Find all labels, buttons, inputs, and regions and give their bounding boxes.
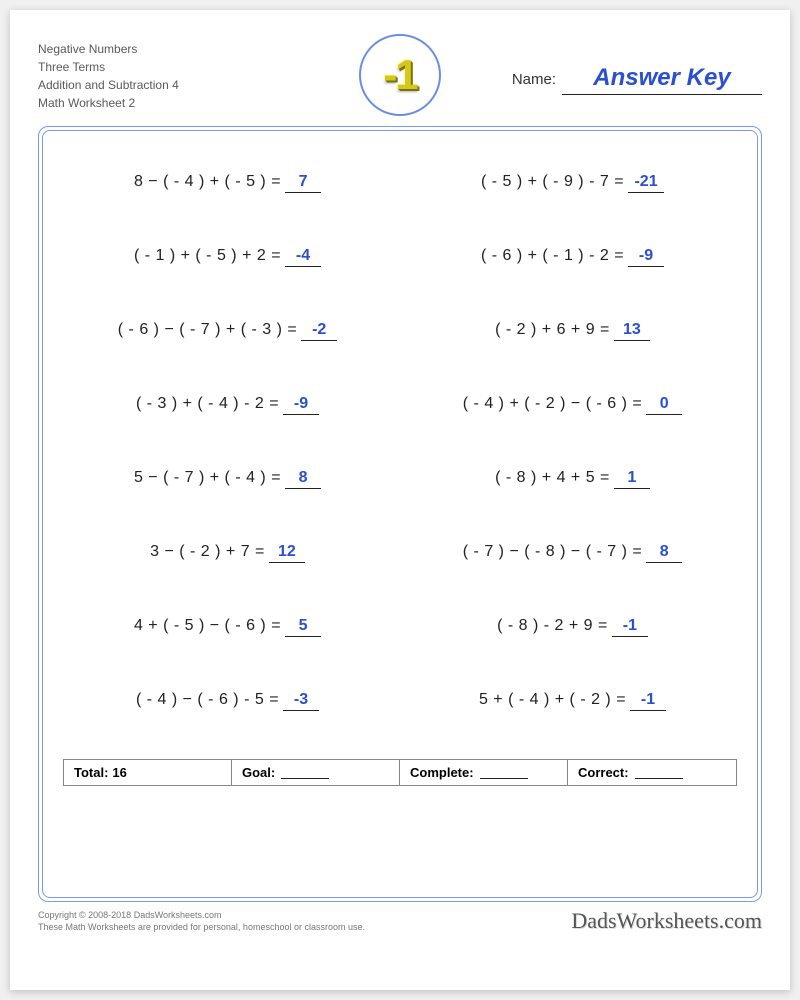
problem-expression: 3 − ( - 2 ) + 7 = [150, 543, 265, 561]
summary-correct: Correct: [568, 760, 736, 785]
total-value: 16 [112, 765, 126, 780]
correct-label: Correct: [578, 765, 629, 780]
problem-expression: ( - 8 ) - 2 + 9 = [497, 617, 608, 635]
problem-answer: 8 [285, 469, 321, 489]
problem-14: ( - 8 ) - 2 + 9 =-1 [420, 617, 725, 637]
problem-expression: ( - 3 ) + ( - 4 ) - 2 = [136, 395, 279, 413]
problem-7: ( - 3 ) + ( - 4 ) - 2 =-9 [75, 395, 380, 415]
footer-left: Copyright © 2008-2018 DadsWorksheets.com… [38, 909, 365, 934]
problem-expression: ( - 2 ) + 6 + 9 = [495, 321, 610, 339]
problem-12: ( - 7 ) − ( - 8 ) − ( - 7 ) =8 [420, 543, 725, 563]
problem-answer: -4 [285, 247, 321, 267]
problem-expression: ( - 1 ) + ( - 5 ) + 2 = [134, 247, 281, 265]
content-frame-inner: 8 − ( - 4 ) + ( - 5 ) =7 ( - 5 ) + ( - 9 … [42, 130, 758, 898]
problem-expression: 5 − ( - 7 ) + ( - 4 ) = [134, 469, 281, 487]
problem-answer: 1 [614, 469, 650, 489]
problem-answer: -1 [630, 691, 666, 711]
problem-3: ( - 1 ) + ( - 5 ) + 2 =-4 [75, 247, 380, 267]
problem-expression: 4 + ( - 5 ) − ( - 6 ) = [134, 617, 281, 635]
header: Negative Numbers Three Terms Addition an… [38, 40, 762, 130]
problem-expression: 8 − ( - 4 ) + ( - 5 ) = [134, 173, 281, 191]
summary-row: Total: 16 Goal: Complete: Correct: [63, 759, 737, 786]
problem-8: ( - 4 ) + ( - 2 ) − ( - 6 ) =0 [420, 395, 725, 415]
problem-expression: ( - 5 ) + ( - 9 ) - 7 = [481, 173, 624, 191]
problem-11: 3 − ( - 2 ) + 7 =12 [75, 543, 380, 563]
problem-1: 8 − ( - 4 ) + ( - 5 ) =7 [75, 173, 380, 193]
problem-answer: 7 [285, 173, 321, 193]
name-field: Answer Key [562, 64, 762, 95]
correct-blank [635, 767, 683, 779]
brand-logo: DadsWorksheets.com [571, 908, 762, 934]
problem-expression: ( - 4 ) + ( - 2 ) − ( - 6 ) = [463, 395, 642, 413]
problem-16: 5 + ( - 4 ) + ( - 2 ) =-1 [420, 691, 725, 711]
badge: -1 [359, 34, 441, 116]
copyright: Copyright © 2008-2018 DadsWorksheets.com [38, 909, 365, 922]
summary-total: Total: 16 [64, 760, 232, 785]
content-frame-outer: 8 − ( - 4 ) + ( - 5 ) =7 ( - 5 ) + ( - 9 … [38, 126, 762, 902]
summary-complete: Complete: [400, 760, 568, 785]
problem-expression: ( - 6 ) − ( - 7 ) + ( - 3 ) = [118, 321, 297, 339]
problem-answer: 5 [285, 617, 321, 637]
problem-expression: ( - 4 ) − ( - 6 ) - 5 = [136, 691, 279, 709]
problem-6: ( - 2 ) + 6 + 9 =13 [420, 321, 725, 341]
problem-expression: 5 + ( - 4 ) + ( - 2 ) = [479, 691, 626, 709]
badge-circle: -1 [359, 34, 441, 116]
disclaimer: These Math Worksheets are provided for p… [38, 921, 365, 934]
title-line-4: Math Worksheet 2 [38, 94, 258, 112]
problem-expression: ( - 8 ) + 4 + 5 = [495, 469, 610, 487]
title-block: Negative Numbers Three Terms Addition an… [38, 40, 258, 112]
title-line-1: Negative Numbers [38, 40, 258, 58]
problem-answer: -21 [628, 173, 664, 193]
problem-answer: 12 [269, 543, 305, 563]
goal-label: Goal: [242, 765, 275, 780]
name-block: Name: Answer Key [258, 40, 762, 95]
problem-15: ( - 4 ) − ( - 6 ) - 5 =-3 [75, 691, 380, 711]
title-line-2: Three Terms [38, 58, 258, 76]
problem-answer: -2 [301, 321, 337, 341]
goal-blank [281, 767, 329, 779]
problem-answer: 13 [614, 321, 650, 341]
title-line-3: Addition and Subtraction 4 [38, 76, 258, 94]
problems-grid: 8 − ( - 4 ) + ( - 5 ) =7 ( - 5 ) + ( - 9 … [63, 173, 737, 711]
problem-9: 5 − ( - 7 ) + ( - 4 ) =8 [75, 469, 380, 489]
problem-expression: ( - 6 ) + ( - 1 ) - 2 = [481, 247, 624, 265]
problem-answer: 8 [646, 543, 682, 563]
name-value: Answer Key [593, 64, 730, 91]
badge-text: -1 [383, 51, 416, 99]
worksheet-page: Negative Numbers Three Terms Addition an… [10, 10, 790, 990]
problem-expression: ( - 7 ) − ( - 8 ) − ( - 7 ) = [463, 543, 642, 561]
name-label: Name: [512, 71, 556, 88]
total-label: Total: [74, 765, 108, 780]
problem-4: ( - 6 ) + ( - 1 ) - 2 =-9 [420, 247, 725, 267]
summary-goal: Goal: [232, 760, 400, 785]
problem-answer: -3 [283, 691, 319, 711]
problem-13: 4 + ( - 5 ) − ( - 6 ) =5 [75, 617, 380, 637]
problem-answer: -1 [612, 617, 648, 637]
problem-answer: 0 [646, 395, 682, 415]
problem-5: ( - 6 ) − ( - 7 ) + ( - 3 ) =-2 [75, 321, 380, 341]
complete-blank [480, 767, 528, 779]
complete-label: Complete: [410, 765, 474, 780]
problem-answer: -9 [283, 395, 319, 415]
footer: Copyright © 2008-2018 DadsWorksheets.com… [38, 908, 762, 934]
problem-2: ( - 5 ) + ( - 9 ) - 7 =-21 [420, 173, 725, 193]
problem-answer: -9 [628, 247, 664, 267]
problem-10: ( - 8 ) + 4 + 5 =1 [420, 469, 725, 489]
